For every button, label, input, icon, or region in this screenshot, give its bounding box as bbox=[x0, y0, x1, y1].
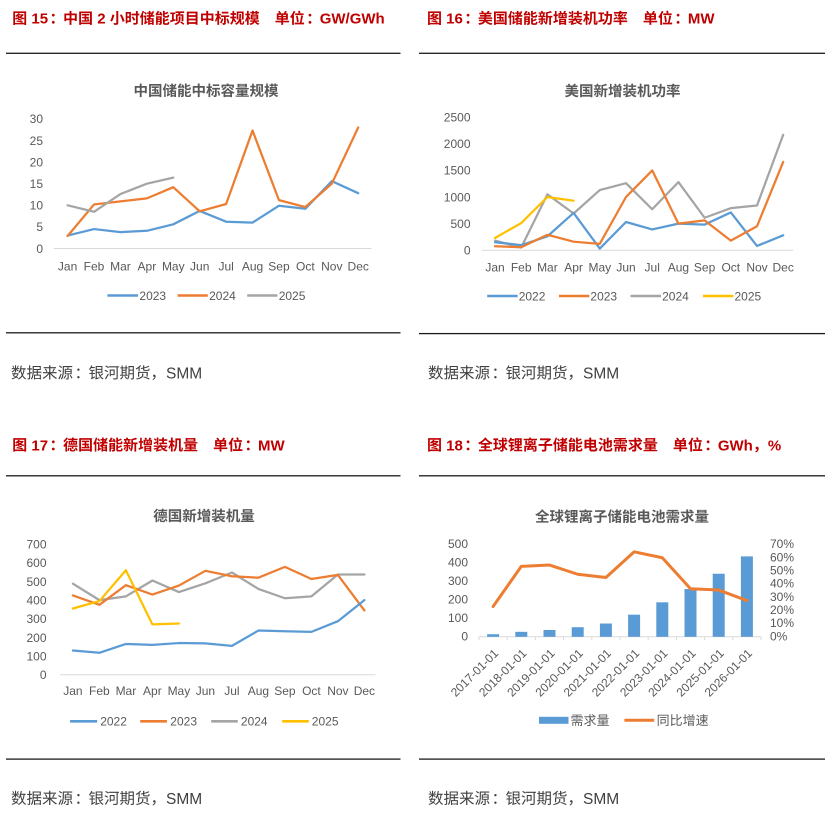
svg-text:May: May bbox=[168, 684, 191, 698]
svg-text:1000: 1000 bbox=[444, 190, 471, 204]
svg-text:Jan: Jan bbox=[63, 684, 82, 698]
svg-text:Jun: Jun bbox=[616, 260, 635, 274]
svg-text:0: 0 bbox=[464, 244, 471, 258]
svg-text:Oct: Oct bbox=[296, 260, 315, 274]
svg-text:SMM: SMM bbox=[166, 791, 202, 808]
svg-text:5: 5 bbox=[36, 220, 43, 234]
svg-text:40%: 40% bbox=[770, 577, 794, 591]
svg-text:Oct: Oct bbox=[721, 260, 740, 274]
svg-text:25: 25 bbox=[30, 134, 44, 148]
svg-text:15: 15 bbox=[27, 11, 48, 28]
svg-text:100: 100 bbox=[448, 611, 468, 625]
svg-text:200: 200 bbox=[26, 631, 46, 645]
svg-text:Mar: Mar bbox=[110, 260, 131, 274]
svg-text:2025: 2025 bbox=[735, 289, 762, 303]
svg-text:Dec: Dec bbox=[354, 684, 375, 698]
svg-text:Nov: Nov bbox=[746, 260, 767, 274]
svg-text:500: 500 bbox=[448, 537, 468, 551]
svg-text:SMM: SMM bbox=[583, 365, 619, 382]
svg-text:2024: 2024 bbox=[241, 715, 268, 729]
svg-text:700: 700 bbox=[26, 537, 46, 551]
svg-text:2025: 2025 bbox=[312, 715, 339, 729]
svg-text:%: % bbox=[768, 437, 781, 454]
svg-text:May: May bbox=[162, 260, 185, 274]
svg-text:17: 17 bbox=[27, 437, 48, 454]
svg-text:70%: 70% bbox=[770, 537, 794, 551]
svg-text:Dec: Dec bbox=[348, 260, 369, 274]
svg-text:Feb: Feb bbox=[511, 260, 532, 274]
svg-text:300: 300 bbox=[26, 612, 46, 626]
svg-text:Jan: Jan bbox=[485, 260, 504, 274]
svg-text:16: 16 bbox=[442, 11, 463, 28]
svg-text:Jan: Jan bbox=[58, 260, 77, 274]
svg-text:GWh: GWh bbox=[718, 437, 753, 454]
svg-text:600: 600 bbox=[26, 556, 46, 570]
svg-text:Jul: Jul bbox=[218, 260, 233, 274]
svg-text:May: May bbox=[588, 260, 611, 274]
svg-text:Feb: Feb bbox=[84, 260, 105, 274]
svg-text:Sep: Sep bbox=[268, 260, 290, 274]
svg-text:Aug: Aug bbox=[242, 260, 263, 274]
svg-text:200: 200 bbox=[448, 592, 468, 606]
svg-text:60%: 60% bbox=[770, 550, 794, 564]
svg-text:2500: 2500 bbox=[444, 111, 471, 125]
svg-text:2: 2 bbox=[93, 11, 110, 28]
svg-text:MW: MW bbox=[258, 437, 285, 454]
svg-text:SMM: SMM bbox=[166, 365, 202, 382]
svg-text:Oct: Oct bbox=[302, 684, 321, 698]
svg-text:Nov: Nov bbox=[321, 260, 342, 274]
svg-text:Apr: Apr bbox=[143, 684, 162, 698]
svg-text:2022: 2022 bbox=[100, 715, 127, 729]
svg-text:30%: 30% bbox=[770, 590, 794, 604]
svg-text:2000: 2000 bbox=[444, 137, 471, 151]
svg-text:Mar: Mar bbox=[116, 684, 137, 698]
svg-text:Apr: Apr bbox=[138, 260, 157, 274]
svg-text:Jul: Jul bbox=[224, 684, 239, 698]
svg-text:Nov: Nov bbox=[327, 684, 348, 698]
svg-text:Jun: Jun bbox=[190, 260, 209, 274]
svg-text:400: 400 bbox=[448, 556, 468, 570]
svg-text:Mar: Mar bbox=[537, 260, 558, 274]
svg-text:100: 100 bbox=[26, 649, 46, 663]
svg-text:Apr: Apr bbox=[564, 260, 583, 274]
svg-text:SMM: SMM bbox=[583, 791, 619, 808]
svg-text:500: 500 bbox=[26, 575, 46, 589]
svg-text:Aug: Aug bbox=[668, 260, 689, 274]
svg-text:500: 500 bbox=[450, 217, 470, 231]
svg-text:0: 0 bbox=[40, 668, 47, 682]
svg-text:15: 15 bbox=[30, 177, 44, 191]
svg-text:20%: 20% bbox=[770, 603, 794, 617]
svg-text:2023: 2023 bbox=[139, 289, 166, 303]
svg-text:GW/GWh: GW/GWh bbox=[320, 11, 385, 28]
svg-text:2023: 2023 bbox=[170, 715, 197, 729]
svg-text:0: 0 bbox=[461, 629, 468, 643]
svg-text:50%: 50% bbox=[770, 563, 794, 577]
svg-text:MW: MW bbox=[688, 11, 715, 28]
svg-text:2023: 2023 bbox=[590, 289, 617, 303]
svg-text:Dec: Dec bbox=[773, 260, 794, 274]
svg-text:18: 18 bbox=[442, 437, 463, 454]
svg-text:Sep: Sep bbox=[274, 684, 296, 698]
svg-text:2024: 2024 bbox=[662, 289, 689, 303]
svg-text:300: 300 bbox=[448, 574, 468, 588]
svg-text:2025: 2025 bbox=[279, 289, 306, 303]
svg-text:2022: 2022 bbox=[519, 289, 546, 303]
svg-text:400: 400 bbox=[26, 593, 46, 607]
svg-text:10%: 10% bbox=[770, 616, 794, 630]
svg-text:10: 10 bbox=[30, 199, 44, 213]
svg-text:30: 30 bbox=[30, 112, 44, 126]
svg-text:0: 0 bbox=[36, 242, 43, 256]
svg-text:Aug: Aug bbox=[248, 684, 269, 698]
svg-text:Feb: Feb bbox=[89, 684, 110, 698]
svg-text:Jul: Jul bbox=[645, 260, 660, 274]
svg-text:1500: 1500 bbox=[444, 164, 471, 178]
svg-text:Sep: Sep bbox=[694, 260, 716, 274]
svg-text:0%: 0% bbox=[770, 629, 788, 643]
svg-text:2024: 2024 bbox=[209, 289, 236, 303]
svg-text:Jun: Jun bbox=[196, 684, 215, 698]
svg-text:20: 20 bbox=[30, 155, 44, 169]
